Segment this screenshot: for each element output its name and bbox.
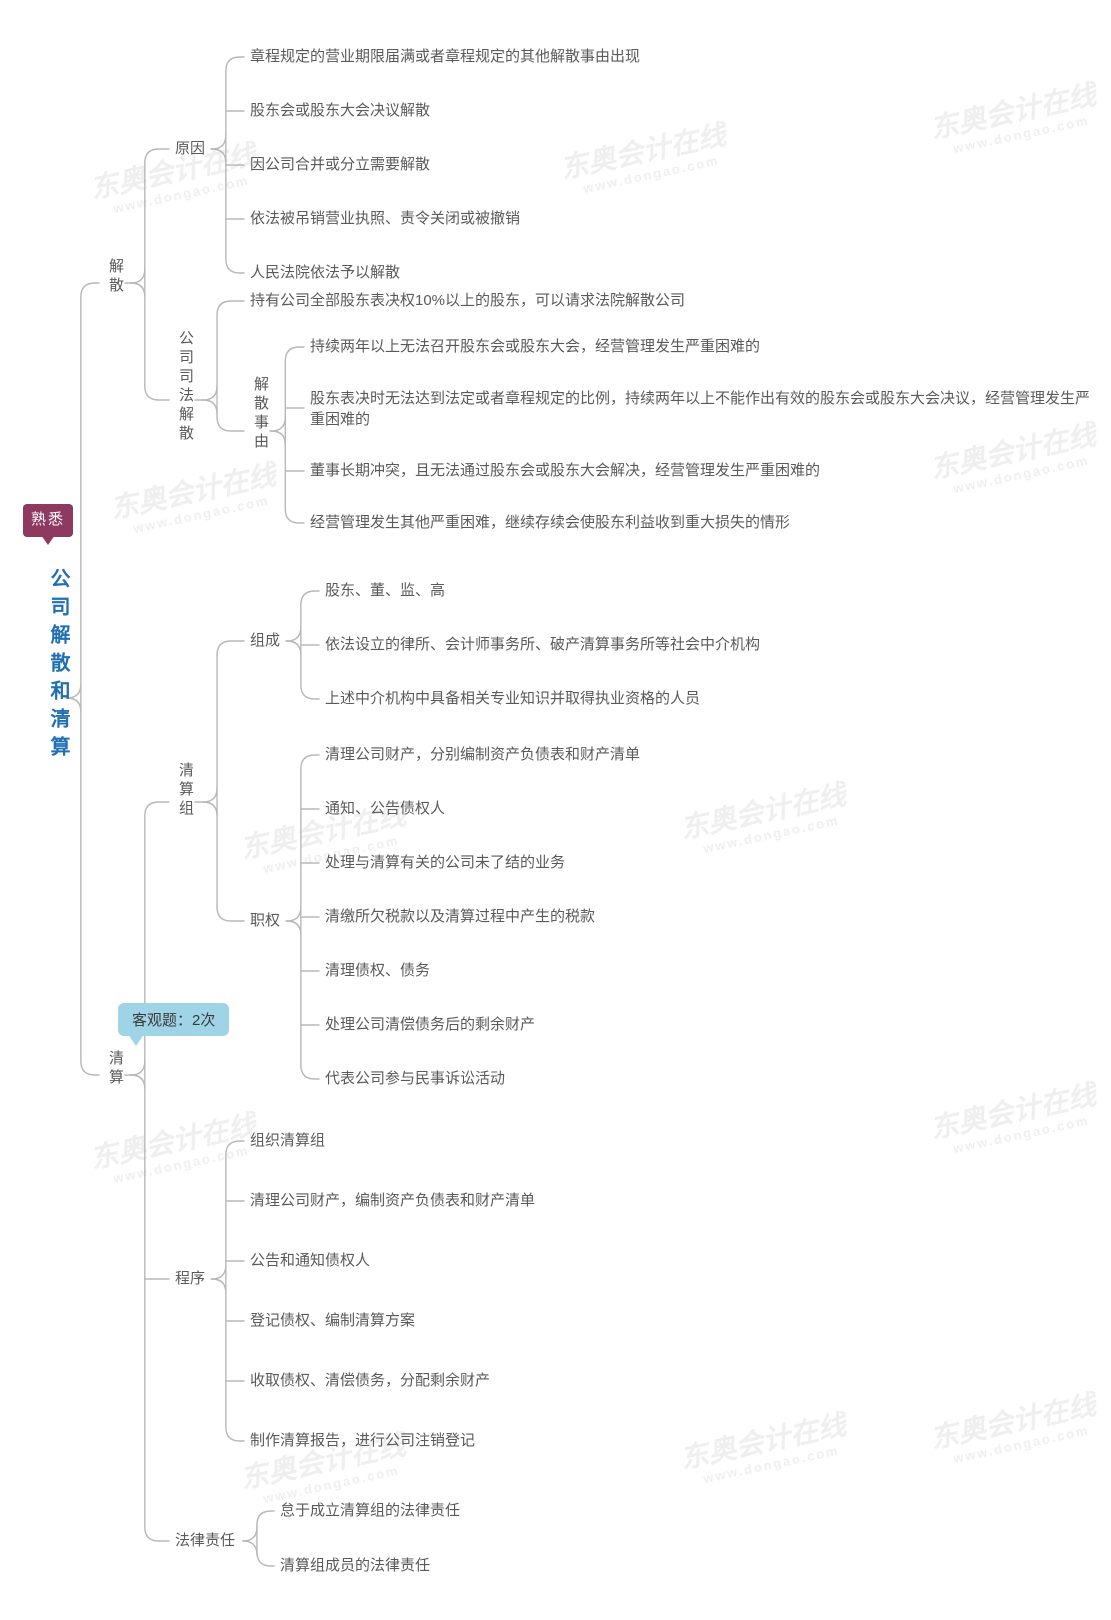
connector-layer	[0, 0, 1111, 1620]
node-yuanyin: 原因	[175, 138, 205, 159]
mindmap-canvas: 东奥会计在线www.dongao.com 东奥会计在线www.dongao.co…	[0, 0, 1111, 1620]
leaf: 通知、公告债权人	[325, 798, 445, 819]
leaf: 清理公司财产，编制资产负债表和财产清单	[250, 1190, 535, 1211]
leaf: 登记债权、编制清算方案	[250, 1310, 415, 1331]
leaf: 持有公司全部股东表决权10%以上的股东，可以请求法院解散公司	[250, 290, 685, 311]
leaf: 收取债权、清偿债务，分配剩余财产	[250, 1370, 490, 1391]
leaf: 怠于成立清算组的法律责任	[280, 1500, 460, 1521]
leaf: 因公司合并或分立需要解散	[250, 154, 430, 175]
watermark: 东奥会计在线www.dongao.com	[676, 1403, 851, 1490]
node-falvzeren: 法律责任	[175, 1530, 235, 1551]
watermark: 东奥会计在线www.dongao.com	[926, 1383, 1101, 1470]
node-jiesan: 解散	[105, 258, 126, 296]
node-zhiquan: 职权	[250, 910, 280, 931]
node-sifa: 公司司法解散	[175, 330, 196, 444]
watermark: 东奥会计在线www.dongao.com	[86, 1103, 261, 1190]
watermark: 东奥会计在线www.dongao.com	[106, 453, 281, 540]
leaf: 依法设立的律所、会计师事务所、破产清算事务所等社会中介机构	[325, 634, 760, 655]
node-zucheng: 组成	[250, 630, 280, 651]
leaf: 股东会或股东大会决议解散	[250, 100, 430, 121]
leaf: 组织清算组	[250, 1130, 325, 1151]
leaf: 依法被吊销营业执照、责令关闭或被撤销	[250, 208, 520, 229]
watermark: 东奥会计在线www.dongao.com	[676, 773, 851, 860]
leaf: 代表公司参与民事诉讼活动	[325, 1068, 505, 1089]
leaf: 经营管理发生其他严重困难，继续存续会使股东利益收到重大损失的情形	[310, 512, 790, 533]
node-chengxu: 程序	[175, 1268, 205, 1289]
leaf: 制作清算报告，进行公司注销登记	[250, 1430, 475, 1451]
watermark: 东奥会计在线www.dongao.com	[926, 73, 1101, 160]
watermark: 东奥会计在线www.dongao.com	[86, 133, 261, 220]
watermark: 东奥会计在线www.dongao.com	[556, 113, 731, 200]
leaf: 人民法院依法予以解散	[250, 262, 400, 283]
leaf: 董事长期冲突，且无法通过股东会或股东大会解决，经营管理发生严重困难的	[310, 460, 820, 481]
node-qingsuanzu: 清算组	[175, 762, 196, 819]
leaf: 上述中介机构中具备相关专业知识并取得执业资格的人员	[325, 688, 700, 709]
leaf: 股东表决时无法达到法定或者章程规定的比例，持续两年以上不能作出有效的股东会或股东…	[310, 388, 1090, 430]
leaf: 处理与清算有关的公司未了结的业务	[325, 852, 565, 873]
leaf: 公告和通知债权人	[250, 1250, 370, 1271]
node-qingsuan: 清算	[105, 1050, 126, 1088]
root-badge: 熟悉	[23, 504, 73, 537]
leaf: 清理债权、债务	[325, 960, 430, 981]
leaf: 处理公司清偿债务后的剩余财产	[325, 1014, 535, 1035]
watermark: 东奥会计在线www.dongao.com	[926, 1073, 1101, 1160]
leaf: 章程规定的营业期限届满或者章程规定的其他解散事由出现	[250, 46, 640, 67]
leaf: 清算组成员的法律责任	[280, 1555, 430, 1576]
leaf: 清理公司财产，分别编制资产负债表和财产清单	[325, 744, 640, 765]
root-title: 公司解散和清算	[44, 568, 72, 764]
leaf: 清缴所欠税款以及清算过程中产生的税款	[325, 906, 595, 927]
leaf: 股东、董、监、高	[325, 580, 445, 601]
leaf: 持续两年以上无法召开股东会或股东大会，经营管理发生严重困难的	[310, 336, 760, 357]
node-jiesan-shiyou: 解散事由	[250, 376, 271, 452]
callout-badge: 客观题：2次	[118, 1003, 229, 1036]
